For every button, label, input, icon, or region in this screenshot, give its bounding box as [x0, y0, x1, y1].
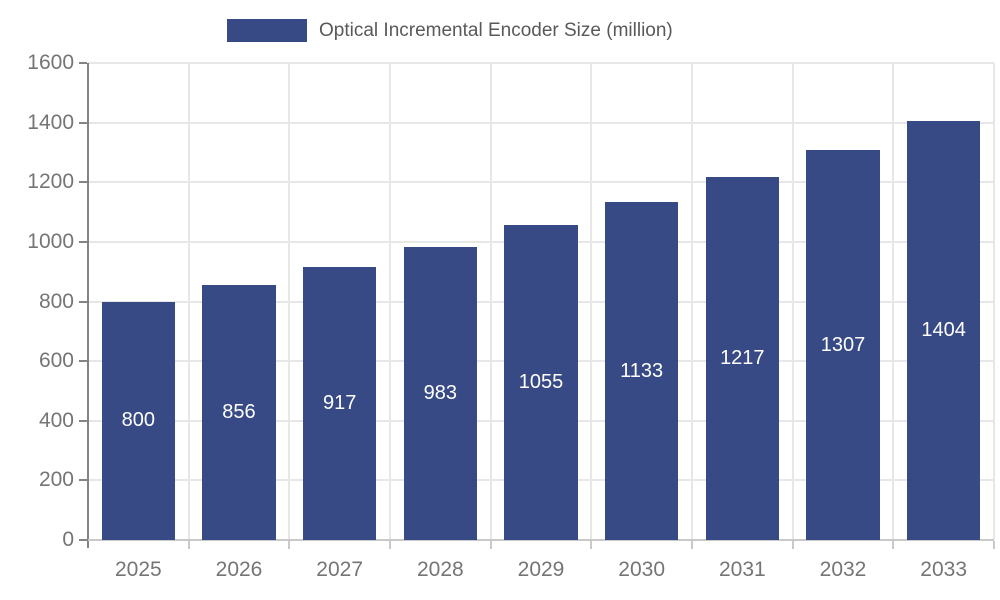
y-tick-label: 1600	[27, 51, 74, 74]
bar[interactable]: 856	[202, 284, 276, 540]
v-gridline	[389, 63, 391, 540]
v-gridline	[892, 63, 895, 540]
x-axis-line	[88, 539, 994, 541]
v-gridline	[993, 63, 995, 540]
legend-item[interactable]: Optical Incremental Encoder Size (millio…	[227, 19, 673, 42]
x-tick-label: 2033	[920, 558, 968, 581]
h-gridline	[88, 181, 994, 184]
y-tick-mark	[79, 479, 87, 482]
y-tick-mark	[79, 62, 87, 64]
x-tick-label: 2028	[416, 558, 464, 581]
bar-value-label: 1404	[921, 319, 966, 342]
x-tick-label: 2029	[517, 558, 565, 581]
y-tick-mark	[79, 240, 87, 243]
bar[interactable]: 917	[302, 266, 377, 540]
bar-value-label: 856	[222, 400, 256, 423]
v-gridline	[691, 63, 693, 540]
y-tick-mark	[79, 181, 87, 184]
bar-value-label: 1307	[820, 333, 866, 356]
y-tick-label: 200	[38, 468, 74, 492]
y-tick-mark	[79, 539, 87, 541]
v-gridline	[187, 63, 190, 540]
v-gridline	[489, 63, 492, 540]
x-tick-mark	[389, 541, 391, 549]
bar[interactable]: 1217	[705, 177, 780, 540]
y-tick-label: 800	[38, 289, 74, 313]
y-tick-label: 1400	[27, 110, 74, 134]
x-tick-mark	[590, 541, 593, 549]
bar[interactable]: 1404	[906, 121, 981, 540]
bar-value-label: 917	[322, 391, 357, 414]
y-tick-mark	[79, 121, 87, 124]
x-tick-mark	[187, 541, 190, 549]
v-gridline	[791, 63, 794, 540]
y-axis-line	[87, 63, 89, 548]
y-tick-mark	[79, 300, 87, 303]
x-tick-label: 2027	[316, 558, 364, 581]
y-tick-label: 400	[38, 408, 74, 432]
x-tick-label: 2025	[114, 558, 162, 581]
y-tick-label: 600	[38, 349, 74, 373]
y-tick-label: 1000	[27, 229, 74, 253]
bar-value-label: 1217	[720, 347, 765, 370]
x-tick-mark	[993, 541, 995, 549]
legend-label: Optical Incremental Encoder Size (millio…	[319, 19, 673, 41]
x-tick-label: 2032	[819, 558, 867, 581]
x-tick-label: 2031	[718, 558, 766, 581]
bar-value-label: 1133	[620, 359, 664, 382]
plot-area: 0 200 400 600 800 1000 1200 1400 1600 2025 2026 20…	[27, 51, 995, 581]
x-tick-mark	[791, 541, 794, 549]
bar[interactable]: 1133	[604, 202, 679, 540]
y-tick-mark	[79, 360, 87, 363]
x-tick-mark	[489, 541, 492, 549]
x-tick-mark	[691, 541, 693, 549]
h-gridline	[88, 121, 994, 124]
x-tick-label: 2030	[618, 558, 666, 581]
bar[interactable]: 1307	[806, 150, 880, 540]
v-gridline	[590, 63, 593, 540]
bar-value-label: 800	[121, 409, 155, 432]
bar[interactable]: 1055	[504, 225, 578, 540]
x-tick-mark	[288, 541, 291, 549]
y-tick-label: 1200	[27, 170, 74, 194]
x-tick-label: 2026	[215, 558, 263, 581]
bar[interactable]: 983	[403, 246, 478, 540]
v-gridline	[288, 63, 291, 540]
bar[interactable]: 800	[101, 301, 176, 540]
y-tick-mark	[79, 419, 87, 422]
bar-value-label: 1055	[518, 371, 564, 394]
h-gridline	[88, 62, 994, 64]
x-tick-mark	[892, 541, 895, 549]
y-tick-label: 0	[62, 528, 74, 551]
bar-value-label: 983	[423, 381, 457, 404]
legend-swatch	[227, 19, 307, 42]
